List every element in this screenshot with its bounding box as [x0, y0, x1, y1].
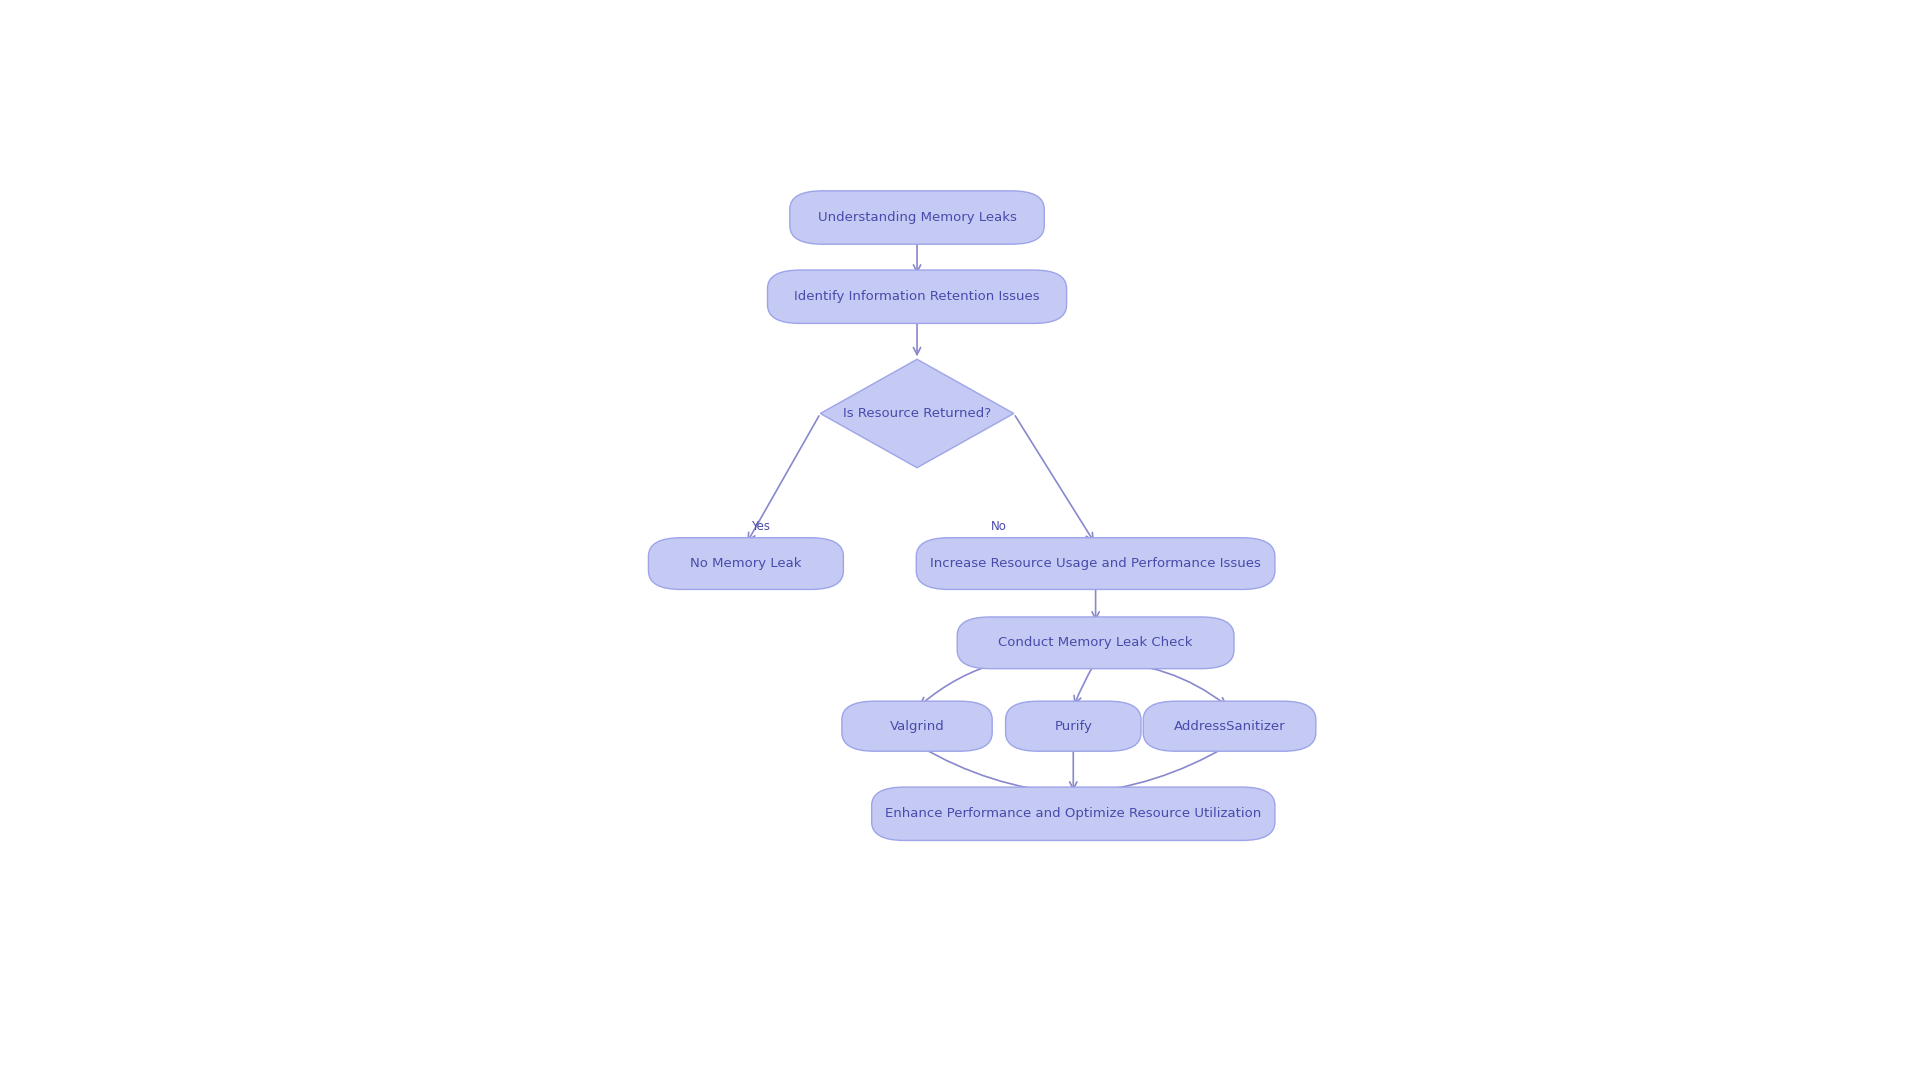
- Text: Yes: Yes: [751, 520, 770, 533]
- Text: Purify: Purify: [1054, 720, 1092, 733]
- Text: No: No: [991, 520, 1006, 533]
- FancyBboxPatch shape: [872, 787, 1275, 840]
- FancyBboxPatch shape: [789, 191, 1044, 244]
- Text: Identify Information Retention Issues: Identify Information Retention Issues: [795, 290, 1041, 303]
- Text: No Memory Leak: No Memory Leak: [689, 557, 803, 570]
- FancyBboxPatch shape: [841, 701, 993, 752]
- Polygon shape: [820, 360, 1014, 468]
- FancyBboxPatch shape: [1142, 701, 1315, 752]
- Text: Is Resource Returned?: Is Resource Returned?: [843, 407, 991, 420]
- FancyBboxPatch shape: [1006, 701, 1140, 752]
- FancyBboxPatch shape: [958, 617, 1235, 668]
- FancyBboxPatch shape: [768, 270, 1068, 324]
- FancyBboxPatch shape: [649, 538, 843, 589]
- Text: Increase Resource Usage and Performance Issues: Increase Resource Usage and Performance …: [929, 557, 1261, 570]
- FancyBboxPatch shape: [916, 538, 1275, 589]
- Text: Enhance Performance and Optimize Resource Utilization: Enhance Performance and Optimize Resourc…: [885, 807, 1261, 820]
- Text: Understanding Memory Leaks: Understanding Memory Leaks: [818, 211, 1016, 224]
- Text: Valgrind: Valgrind: [889, 720, 945, 733]
- Text: Conduct Memory Leak Check: Conduct Memory Leak Check: [998, 637, 1192, 650]
- Text: AddressSanitizer: AddressSanitizer: [1173, 720, 1284, 733]
